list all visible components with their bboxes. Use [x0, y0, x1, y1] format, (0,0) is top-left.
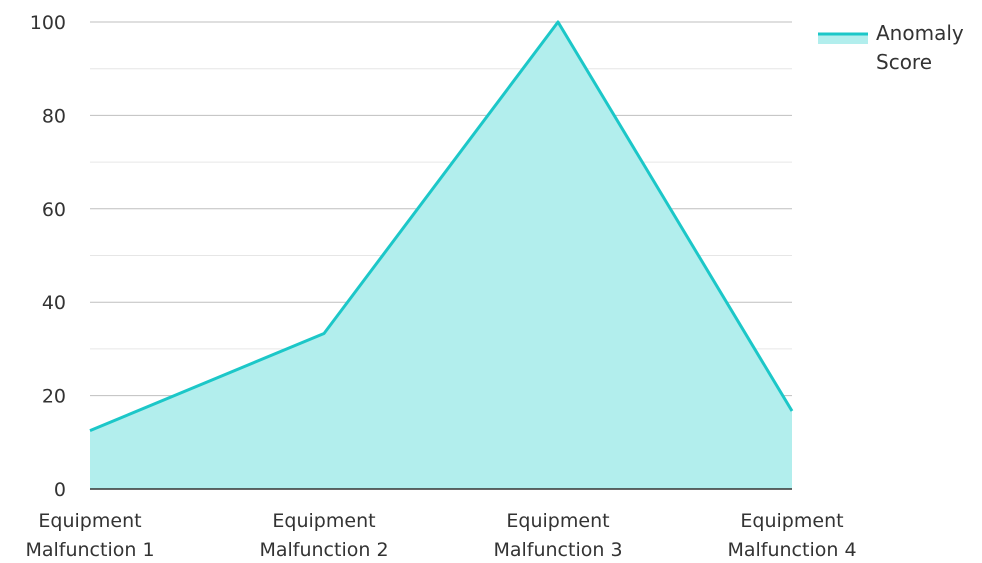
- legend-swatch-fill: [818, 34, 868, 44]
- plot-area: [89, 20, 794, 489]
- y-tick-label: 60: [42, 199, 66, 221]
- x-axis-ticks: Equipment Malfunction 1 Equipment Malfuncti…: [25, 510, 856, 561]
- series-line: [89, 20, 794, 433]
- legend: Anomaly Score: [818, 21, 964, 74]
- y-axis-ticks: 0 20 40 60 80 100: [30, 12, 66, 501]
- x-tick-label: Equipment Malfunction 3: [493, 510, 622, 561]
- x-tick-label: Equipment Malfunction 4: [727, 510, 856, 561]
- y-tick-label: 40: [42, 292, 66, 314]
- series-area-fill: [90, 22, 792, 489]
- legend-label: Anomaly Score: [876, 21, 964, 74]
- y-tick-label: 80: [42, 105, 66, 127]
- y-tick-label: 0: [54, 479, 66, 501]
- x-tick-label: Equipment Malfunction 1: [25, 510, 154, 561]
- x-tick-label: Equipment Malfunction 2: [259, 510, 388, 561]
- y-tick-label: 20: [42, 386, 66, 408]
- y-tick-label: 100: [30, 12, 66, 34]
